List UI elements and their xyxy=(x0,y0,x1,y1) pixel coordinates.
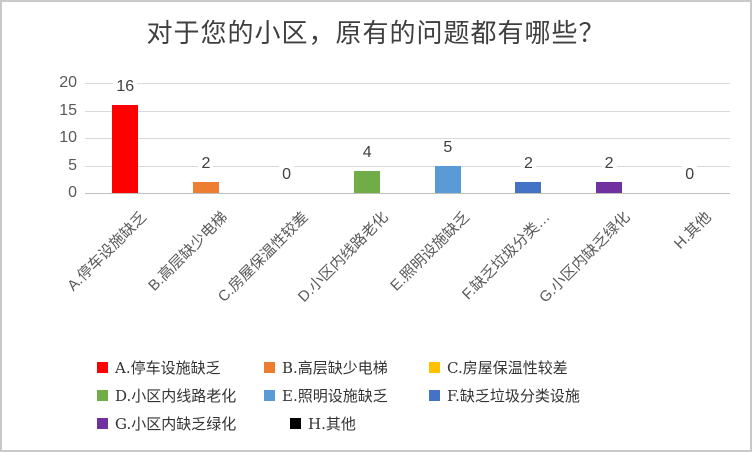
value-label-text: 0 xyxy=(682,166,698,183)
gridline xyxy=(85,165,730,167)
legend-swatch-icon xyxy=(264,361,275,373)
legend: A.停车设施缺乏 B.高层缺少电梯 C.房屋保温性较差 D.小区内线路老化 E.照明设施… xyxy=(97,353,594,437)
value-label: 0 xyxy=(247,166,327,184)
legend-item: H.其他 xyxy=(290,413,455,434)
x-axis-label: E.照明设施缺乏 xyxy=(386,208,473,295)
value-label-text: 0 xyxy=(279,166,295,183)
legend-row: D.小区内线路老化 E.照明设施缺乏 F.缺乏垃圾分类设施 xyxy=(97,381,594,409)
legend-label: E.照明设施缺乏 xyxy=(282,386,388,405)
legend-item: F.缺乏垃圾分类设施 xyxy=(429,385,594,406)
legend-item: B.高层缺少电梯 xyxy=(264,357,429,378)
value-label-text: 2 xyxy=(198,155,214,172)
chart-title: 对于您的小区，原有的问题都有哪些？ xyxy=(146,19,606,49)
y-axis-tick-label: 10 xyxy=(59,129,77,146)
value-label: 2 xyxy=(166,155,246,173)
legend-swatch-icon xyxy=(429,361,440,373)
bar-D xyxy=(354,171,381,193)
value-label-text: 5 xyxy=(440,138,456,156)
legend-label: C.房屋保温性较差 xyxy=(447,358,568,377)
gridline xyxy=(85,138,730,139)
legend-label: H.其他 xyxy=(308,414,356,433)
legend-swatch-icon xyxy=(264,389,275,401)
legend-swatch-icon xyxy=(429,389,440,401)
legend-swatch-icon xyxy=(97,417,108,429)
value-label: 16 xyxy=(85,78,165,96)
y-axis-tick-label: 5 xyxy=(68,156,77,174)
value-label-text: 16 xyxy=(113,78,138,95)
bar-G xyxy=(596,182,623,193)
bar-B xyxy=(192,182,219,193)
y-axis-tick-label: 0 xyxy=(68,184,77,201)
bar-A xyxy=(112,105,139,193)
legend-label: D.小区内线路老化 xyxy=(115,386,237,405)
gridline xyxy=(85,193,730,194)
legend-row: G.小区内缺乏绿化 H.其他 xyxy=(97,409,594,437)
y-axis-tick-label: 15 xyxy=(59,101,77,119)
gridline xyxy=(85,83,730,84)
value-label-text: 2 xyxy=(601,155,617,172)
legend-item: C.房屋保温性较差 xyxy=(429,357,594,378)
value-label: 4 xyxy=(327,144,407,162)
bar-F xyxy=(515,182,542,193)
legend-label: G.小区内缺乏绿化 xyxy=(115,414,237,433)
value-label-text: 2 xyxy=(520,155,536,172)
legend-row: A.停车设施缺乏 B.高层缺少电梯 C.房屋保温性较差 xyxy=(97,353,594,381)
value-label-text: 4 xyxy=(359,144,375,161)
legend-item: E.照明设施缺乏 xyxy=(264,385,429,406)
gridline xyxy=(85,110,730,112)
value-label: 0 xyxy=(650,166,730,184)
x-axis-label: A.停车设施缺乏 xyxy=(64,208,151,295)
legend-item: G.小区内缺乏绿化 xyxy=(97,413,290,434)
legend-label: B.高层缺少电梯 xyxy=(282,358,388,377)
bar-E xyxy=(434,165,461,193)
value-label: 5 xyxy=(408,138,488,157)
x-axis-label: H.其他 xyxy=(670,208,715,253)
legend-swatch-icon xyxy=(290,417,301,429)
value-label: 2 xyxy=(488,155,568,173)
legend-label: A.停车设施缺乏 xyxy=(115,358,221,377)
legend-item: D.小区内线路老化 xyxy=(97,385,264,406)
legend-label: F.缺乏垃圾分类设施 xyxy=(447,386,580,405)
legend-swatch-icon xyxy=(97,361,108,373)
x-axis-label: B.高层缺少电梯 xyxy=(144,208,231,295)
legend-swatch-icon xyxy=(97,389,108,401)
value-label: 2 xyxy=(569,155,649,173)
legend-item: A.停车设施缺乏 xyxy=(97,357,264,378)
y-axis-tick-label: 20 xyxy=(59,74,77,91)
